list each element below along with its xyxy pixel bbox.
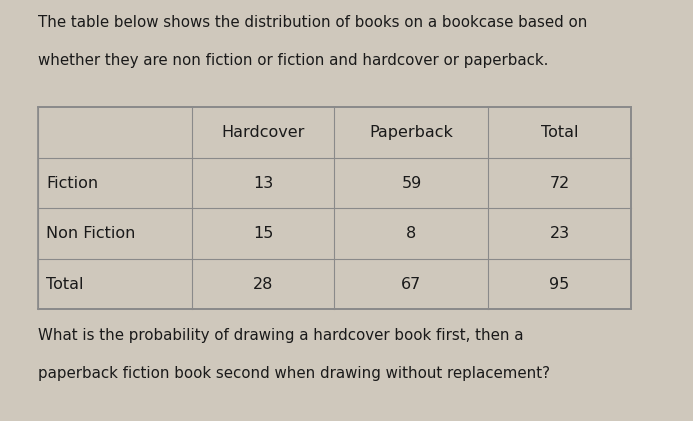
Text: 15: 15 xyxy=(253,226,274,241)
Text: 13: 13 xyxy=(253,176,274,191)
Text: 23: 23 xyxy=(550,226,570,241)
Text: Non Fiction: Non Fiction xyxy=(46,226,136,241)
Text: The table below shows the distribution of books on a bookcase based on: The table below shows the distribution o… xyxy=(38,15,588,30)
Text: 28: 28 xyxy=(253,277,274,292)
Text: 72: 72 xyxy=(550,176,570,191)
Text: 67: 67 xyxy=(401,277,421,292)
Text: 95: 95 xyxy=(550,277,570,292)
Text: 8: 8 xyxy=(406,226,416,241)
Text: Paperback: Paperback xyxy=(369,125,453,140)
Text: whether they are non fiction or fiction and hardcover or paperback.: whether they are non fiction or fiction … xyxy=(38,53,548,68)
Text: Hardcover: Hardcover xyxy=(222,125,305,140)
Text: Fiction: Fiction xyxy=(46,176,98,191)
Text: Total: Total xyxy=(46,277,84,292)
Text: Total: Total xyxy=(541,125,578,140)
FancyBboxPatch shape xyxy=(38,107,631,309)
Text: What is the probability of drawing a hardcover book first, then a: What is the probability of drawing a har… xyxy=(38,328,524,344)
Text: paperback fiction book second when drawing without replacement?: paperback fiction book second when drawi… xyxy=(38,366,550,381)
Text: 59: 59 xyxy=(401,176,421,191)
